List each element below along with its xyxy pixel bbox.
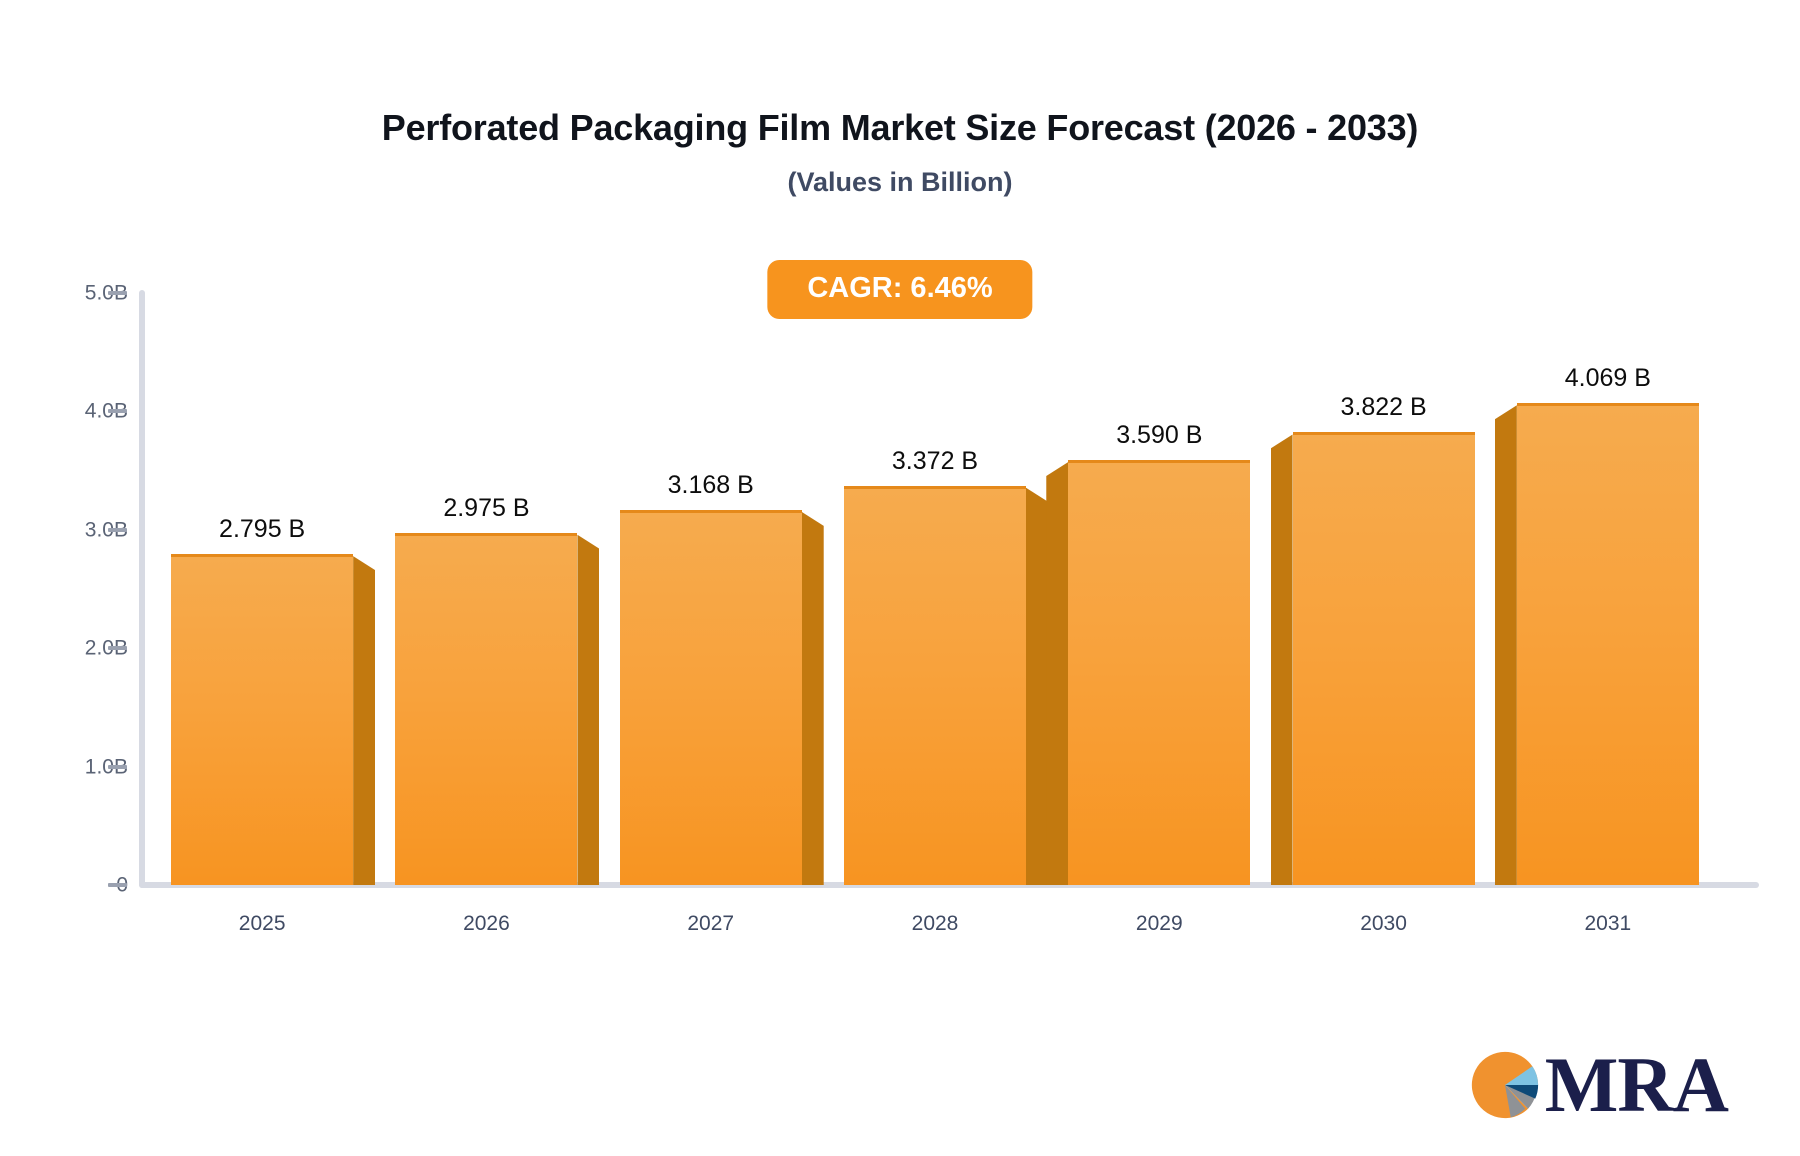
bar-value-label: 3.168 B (667, 470, 754, 499)
bar-value-label: 3.590 B (1116, 420, 1203, 449)
bar-column[interactable]: 2.795 B (171, 517, 376, 885)
bar-column[interactable]: 3.372 B (844, 448, 1048, 885)
x-axis-tick: 2029 (1068, 885, 1250, 934)
y-axis-tick-mark (108, 883, 127, 887)
logo-wordmark: MRA (1544, 1041, 1729, 1128)
title-block: Perforated Packaging Film Market Size Fo… (0, 108, 1800, 197)
bar-front-face (619, 509, 802, 885)
y-axis-line (139, 290, 145, 888)
x-axis-tick: 2026 (395, 885, 577, 934)
bar-value-label: 3.372 B (891, 446, 979, 475)
bar-side-face (1270, 434, 1293, 885)
bar-value-label: 4.069 B (1564, 364, 1651, 393)
chart-subtitle: (Values in Billion) (787, 166, 1013, 197)
bar-column[interactable]: 4.069 B (1494, 366, 1699, 885)
bar-front-face (395, 532, 578, 885)
x-axis-tick-label: 2028 (911, 912, 959, 935)
bar-side-face (353, 556, 376, 885)
x-axis-line (139, 882, 1759, 888)
x-axis-tick-label: 2026 (463, 912, 510, 935)
x-axis-tick: 2027 (620, 885, 802, 934)
bar-side-face (801, 511, 824, 885)
bar-front-face (844, 485, 1026, 885)
bar-side-face (577, 534, 600, 885)
bar-column[interactable]: 3.590 B (1046, 422, 1251, 885)
x-axis-tick: 2031 (1517, 885, 1699, 934)
bar-front-face (1068, 459, 1251, 885)
y-axis-tick-mark (108, 646, 127, 651)
bar-column[interactable]: 2.975 B (395, 495, 600, 885)
bar-column[interactable]: 3.168 B (619, 472, 824, 885)
y-axis-tick-label: 3.0B (84, 518, 128, 542)
bar-value-label: 2.795 B (219, 515, 306, 544)
y-axis-tick-mark (108, 409, 127, 414)
y-axis-tick-mark (108, 291, 127, 295)
bar-column[interactable]: 3.822 B (1270, 395, 1475, 885)
x-axis-tick-label: 2030 (1360, 912, 1407, 935)
x-axis-tick-label: 2029 (1135, 912, 1183, 935)
bar-side-face (1046, 461, 1069, 885)
brand-logo: MRA (1469, 1041, 1729, 1128)
cagr-badge: CAGR: 6.46% (767, 260, 1033, 319)
x-axis-tick: 2030 (1293, 885, 1475, 934)
y-axis-tick-mark (108, 764, 127, 769)
y-axis-tick-label: 5.0B (84, 281, 128, 305)
x-axis-tick-label: 2027 (687, 912, 735, 935)
y-axis-tick-label: 1.0B (84, 755, 128, 779)
x-axis-tick: 2028 (844, 885, 1026, 934)
bar-front-face (1516, 403, 1699, 885)
y-axis-tick-mark (108, 527, 127, 532)
bar-side-face (1494, 405, 1517, 885)
page-title: Perforated Packaging Film Market Size Fo… (381, 107, 1419, 148)
y-axis-tick-label: 4.0B (84, 399, 128, 423)
x-axis-tick-label: 2031 (1584, 912, 1632, 935)
bar-side-face (1026, 487, 1048, 885)
x-axis-tick-label: 2025 (238, 912, 286, 935)
bar-value-label: 2.975 B (443, 493, 530, 522)
x-axis-tick: 2025 (171, 885, 353, 934)
y-axis-tick-label: 2.0B (84, 636, 128, 660)
bar-value-label: 3.822 B (1340, 393, 1427, 422)
bar-front-face (1292, 432, 1475, 885)
bar-front-face (171, 554, 354, 885)
pie-chart-icon (1471, 1051, 1538, 1119)
